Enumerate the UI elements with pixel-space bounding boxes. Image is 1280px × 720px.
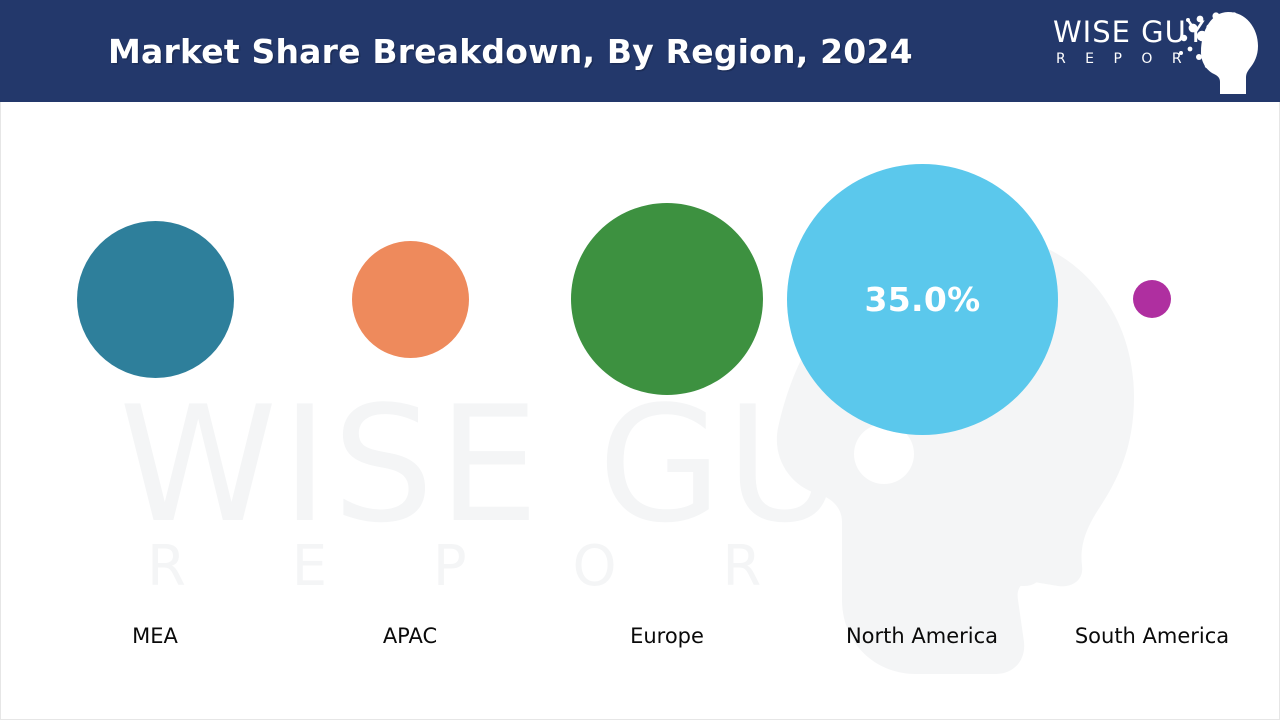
header-band: Market Share Breakdown, By Region, 2024 … bbox=[0, 0, 1280, 102]
bubble-apac[interactable] bbox=[352, 241, 469, 358]
head-profile-dots-icon bbox=[1179, 12, 1258, 94]
bubble-south-america[interactable] bbox=[1133, 280, 1171, 318]
plot-area: WISE GUY R E P O R T S 35.0% bbox=[0, 102, 1280, 720]
axis-label-south-america: South America bbox=[1074, 624, 1230, 648]
watermark-subtext: R E P O R T S bbox=[147, 534, 1087, 599]
logo-wordmark: WISE GUY bbox=[1053, 15, 1206, 49]
axis-label-mea: MEA bbox=[132, 624, 178, 648]
page-title: Market Share Breakdown, By Region, 2024 bbox=[108, 31, 913, 71]
bubble-mea[interactable] bbox=[77, 221, 234, 378]
axis-label-apac: APAC bbox=[382, 624, 438, 648]
brand-logo: WISE GUY R E P O R T S bbox=[1049, 6, 1264, 98]
axis-label-north-america: North America bbox=[845, 624, 999, 648]
watermark-wordmark: WISE GUY bbox=[119, 371, 949, 558]
bubble-value-north-america: 35.0% bbox=[864, 280, 981, 319]
axis-label-europe: Europe bbox=[630, 624, 704, 648]
bubble-europe[interactable] bbox=[571, 203, 763, 395]
bubble-north-america[interactable]: 35.0% bbox=[787, 164, 1058, 435]
logo-subtext: R E P O R T S bbox=[1056, 51, 1246, 67]
